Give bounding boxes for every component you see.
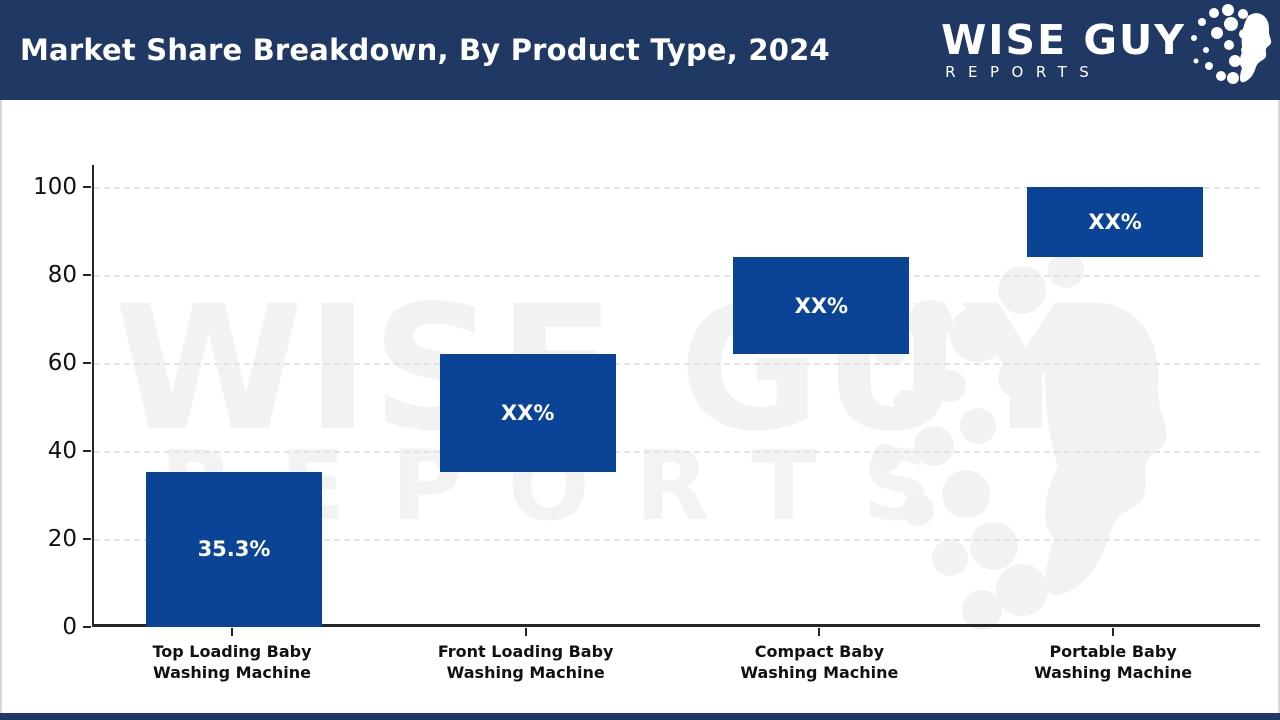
- y-axis-tick-100: [83, 186, 91, 188]
- bar-value-label: 35.3%: [197, 537, 271, 562]
- y-axis-tick-80: [83, 274, 91, 276]
- bar-segment-3: XX%: [1027, 187, 1204, 258]
- y-axis-label-80: 80: [47, 262, 77, 288]
- wise-guy-logo: WISE GUY REPORTS: [941, 4, 1274, 96]
- page-title: Market Share Breakdown, By Product Type,…: [20, 33, 830, 67]
- x-axis-tick-3: [1112, 628, 1115, 636]
- watermark-head-icon: [862, 210, 1182, 694]
- logo-text: WISE GUY REPORTS: [941, 20, 1186, 80]
- x-axis-tick-2: [818, 628, 821, 636]
- logo-reports-text: REPORTS: [945, 63, 1102, 81]
- gridline-20: [94, 539, 1260, 541]
- bar-segment-1: XX%: [439, 354, 616, 472]
- y-axis-tick-0: [83, 626, 91, 628]
- gridline-100: [94, 187, 1260, 189]
- gridline-60: [94, 363, 1260, 365]
- x-axis-tick-1: [524, 628, 527, 636]
- y-axis-tick-20: [83, 538, 91, 540]
- x-axis-tick-0: [231, 628, 233, 636]
- gridline-80: [94, 275, 1260, 277]
- y-axis-label-40: 40: [47, 438, 77, 464]
- y-axis-tick-60: [83, 362, 91, 364]
- gridline-40: [94, 451, 1260, 453]
- chart-card: WISE GUY REPORTS 35.3% XX% XX% XX% 0 20 40 60 8…: [0, 100, 1280, 713]
- x-axis-category-label-0: Top Loading Baby Washing Machine: [152, 642, 312, 683]
- y-axis-tick-40: [83, 450, 91, 452]
- bar-value-label: XX%: [794, 293, 849, 318]
- logo-head-icon: [1188, 4, 1274, 96]
- y-axis-label-60: 60: [47, 350, 77, 376]
- y-axis-label-100: 100: [33, 174, 77, 200]
- x-axis-category-label-3: Portable Baby Washing Machine: [1034, 642, 1193, 683]
- y-axis-label-20: 20: [47, 526, 77, 552]
- header-bar: Market Share Breakdown, By Product Type,…: [0, 0, 1280, 100]
- x-axis-category-label-2: Compact Baby Washing Machine: [740, 642, 899, 683]
- plot-area: 35.3% XX% XX% XX%: [92, 165, 1260, 627]
- footer-bar: [0, 713, 1280, 720]
- logo-brand-text: WISE GUY: [941, 16, 1186, 64]
- bar-value-label: XX%: [1088, 210, 1142, 235]
- bar-value-label: XX%: [500, 400, 555, 425]
- bar-segment-0: 35.3%: [146, 471, 322, 627]
- y-axis-label-0: 0: [62, 614, 77, 640]
- x-axis-category-label-1: Front Loading Baby Washing Machine: [437, 642, 614, 683]
- bar-segment-2: XX%: [733, 257, 910, 355]
